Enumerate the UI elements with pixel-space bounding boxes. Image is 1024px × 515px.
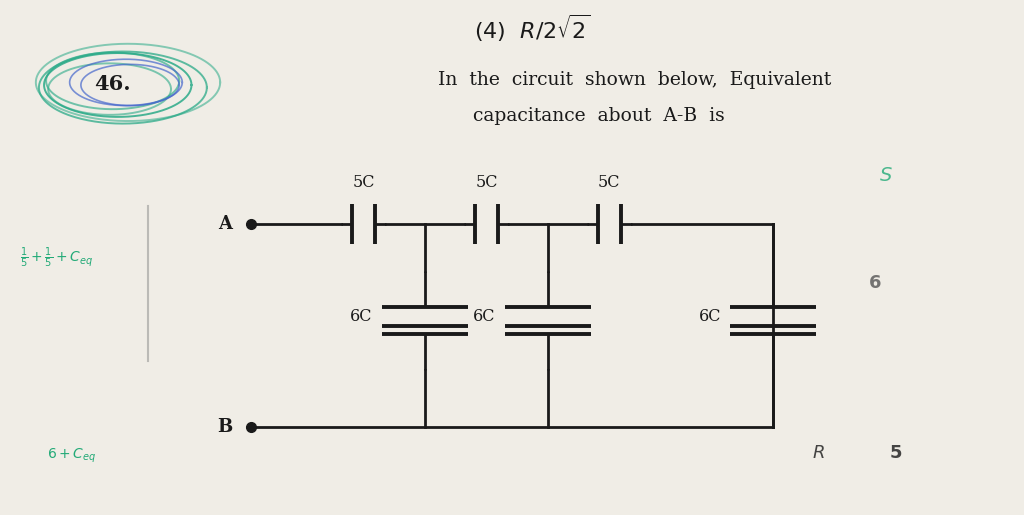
Text: B: B — [217, 418, 232, 436]
Text: 6C: 6C — [698, 308, 721, 325]
Text: 6: 6 — [869, 274, 882, 292]
Text: In  the  circuit  shown  below,  Equivalent: In the circuit shown below, Equivalent — [438, 71, 831, 89]
Text: A: A — [218, 215, 232, 232]
Text: $(4)\ \ R/2\sqrt{2}$: $(4)\ \ R/2\sqrt{2}$ — [474, 13, 591, 44]
Text: 5C: 5C — [352, 174, 375, 191]
Text: $\frac{1}{5}+\frac{1}{5}+C_{eq}$: $\frac{1}{5}+\frac{1}{5}+C_{eq}$ — [19, 245, 93, 270]
Text: 6C: 6C — [350, 308, 373, 325]
Text: 5C: 5C — [475, 174, 498, 191]
Text: R: R — [813, 444, 825, 462]
Text: 46.: 46. — [94, 74, 131, 94]
Text: $6+C_{eq}$: $6+C_{eq}$ — [47, 447, 96, 465]
Text: capacitance  about  A-B  is: capacitance about A-B is — [473, 107, 725, 125]
Text: S: S — [880, 166, 892, 184]
Text: 6C: 6C — [473, 308, 496, 325]
Text: 5C: 5C — [598, 174, 621, 191]
Text: 5: 5 — [890, 444, 902, 462]
